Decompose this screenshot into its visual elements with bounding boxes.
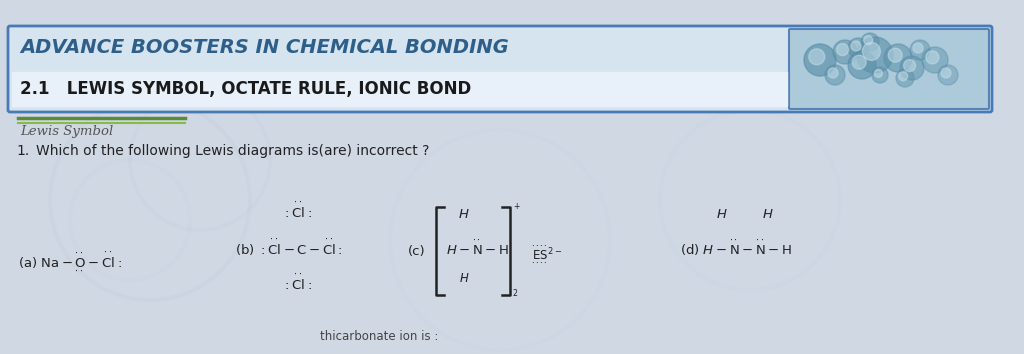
Text: 1.: 1. xyxy=(16,144,30,158)
Circle shape xyxy=(848,51,876,79)
Circle shape xyxy=(874,69,883,78)
Circle shape xyxy=(903,59,915,72)
Text: $H$: $H$ xyxy=(762,208,774,221)
Circle shape xyxy=(804,44,836,76)
FancyBboxPatch shape xyxy=(8,26,992,112)
Circle shape xyxy=(833,40,857,64)
Circle shape xyxy=(825,65,845,85)
Circle shape xyxy=(922,47,948,73)
Text: (c): (c) xyxy=(408,245,426,258)
Text: $H$: $H$ xyxy=(458,208,470,221)
Circle shape xyxy=(941,68,951,78)
Circle shape xyxy=(828,68,838,78)
Text: 2.1   LEWIS SYMBOL, OCTATE RULE, IONIC BOND: 2.1 LEWIS SYMBOL, OCTATE RULE, IONIC BON… xyxy=(20,80,471,98)
Circle shape xyxy=(872,67,888,83)
Circle shape xyxy=(900,56,924,80)
Text: $H$: $H$ xyxy=(716,208,728,221)
Circle shape xyxy=(862,42,881,61)
Circle shape xyxy=(899,72,907,81)
Text: Lewis Symbol: Lewis Symbol xyxy=(20,125,114,138)
Circle shape xyxy=(848,38,868,58)
Text: ADVANCE BOOSTERS IN CHEMICAL BONDING: ADVANCE BOOSTERS IN CHEMICAL BONDING xyxy=(20,38,509,57)
Bar xyxy=(12,72,787,106)
Circle shape xyxy=(888,48,902,62)
Text: $:\overset{\cdot\cdot}{\rm Cl}:$: $:\overset{\cdot\cdot}{\rm Cl}:$ xyxy=(282,272,312,293)
Text: Which of the following Lewis diagrams is(are) incorrect ?: Which of the following Lewis diagrams is… xyxy=(36,144,429,158)
FancyBboxPatch shape xyxy=(790,29,989,109)
Circle shape xyxy=(861,33,879,51)
Circle shape xyxy=(863,36,872,45)
Text: $H$: $H$ xyxy=(459,272,469,285)
Circle shape xyxy=(852,55,866,69)
Circle shape xyxy=(938,65,958,85)
Circle shape xyxy=(913,43,923,53)
Circle shape xyxy=(884,44,912,72)
Circle shape xyxy=(896,69,914,87)
Circle shape xyxy=(910,40,930,60)
Circle shape xyxy=(809,49,824,65)
Circle shape xyxy=(857,37,893,73)
Text: (d) $H-\overset{\cdot\cdot}{\rm N}-\overset{\cdot\cdot}{\rm N}-H$: (d) $H-\overset{\cdot\cdot}{\rm N}-\over… xyxy=(680,237,793,258)
Circle shape xyxy=(837,44,849,56)
Text: $^+$: $^+$ xyxy=(512,202,521,212)
Text: (b) $:\overset{\cdot\cdot}{\rm Cl}-\rm C-\overset{\cdot\cdot}{\rm Cl}:$: (b) $:\overset{\cdot\cdot}{\rm Cl}-\rm C… xyxy=(234,236,343,258)
Text: $:\overset{\cdot\cdot}{\rm Cl}:$: $:\overset{\cdot\cdot}{\rm Cl}:$ xyxy=(282,200,312,221)
Text: thicarbonate ion is :: thicarbonate ion is : xyxy=(319,330,438,343)
Circle shape xyxy=(926,51,939,64)
Text: $_2$: $_2$ xyxy=(512,288,518,300)
Text: $H-\overset{\cdot\cdot}{\rm N}-H$: $H-\overset{\cdot\cdot}{\rm N}-H$ xyxy=(446,238,509,258)
Circle shape xyxy=(851,41,861,51)
Text: $\overset{\cdot\cdot}{\underset{\cdot\cdot}{\rm E}}\overset{\cdot\cdot}{\underse: $\overset{\cdot\cdot}{\underset{\cdot\cd… xyxy=(531,243,563,264)
Text: (a) $\rm Na-\overset{\cdot\cdot}{\underset{\cdot\cdot}{O}}-\overset{\cdot\cdot}{: (a) $\rm Na-\overset{\cdot\cdot}{\unders… xyxy=(18,249,122,271)
